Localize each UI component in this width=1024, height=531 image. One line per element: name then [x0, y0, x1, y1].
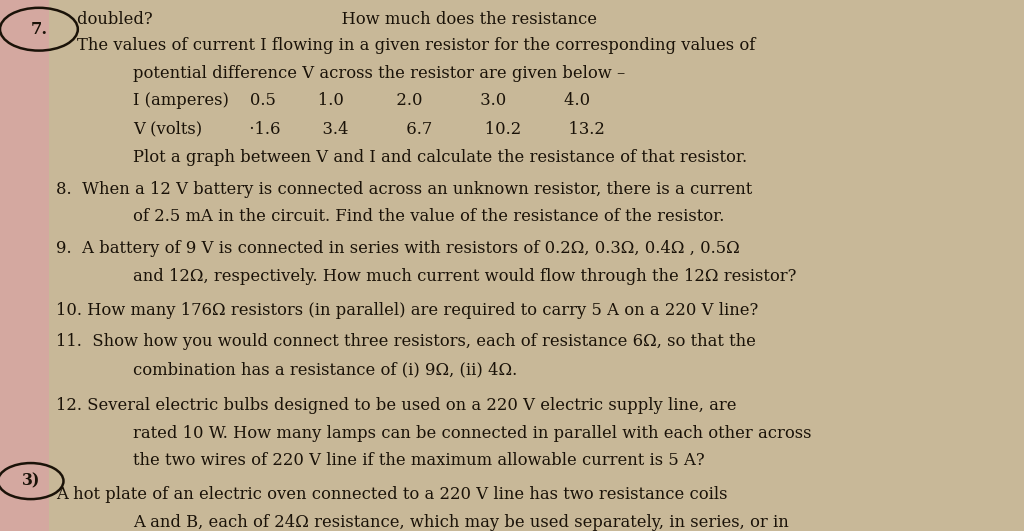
- Text: V (volts)         ·1.6        3.4           6.7          10.2         13.2: V (volts) ·1.6 3.4 6.7 10.2 13.2: [133, 120, 605, 137]
- Text: 11.  Show how you would connect three resistors, each of resistance 6Ω, so that : 11. Show how you would connect three res…: [56, 333, 756, 350]
- Text: 9.  A battery of 9 V is connected in series with resistors of 0.2Ω, 0.3Ω, 0.4Ω ,: 9. A battery of 9 V is connected in seri…: [56, 240, 740, 257]
- Text: 8.  When a 12 V battery is connected across an unknown resistor, there is a curr: 8. When a 12 V battery is connected acro…: [56, 181, 753, 198]
- Text: 10. How many 176Ω resistors (in parallel) are required to carry 5 A on a 220 V l: 10. How many 176Ω resistors (in parallel…: [56, 302, 759, 319]
- Text: doubled?                                    How much does the resistance: doubled? How much does the resistance: [77, 11, 597, 28]
- Text: the two wires of 220 V line if the maximum allowable current is 5 A?: the two wires of 220 V line if the maxim…: [133, 452, 705, 469]
- Text: combination has a resistance of (i) 9Ω, (ii) 4Ω.: combination has a resistance of (i) 9Ω, …: [133, 361, 517, 378]
- Text: 12. Several electric bulbs designed to be used on a 220 V electric supply line, : 12. Several electric bulbs designed to b…: [56, 397, 737, 414]
- Text: 7.: 7.: [31, 21, 47, 38]
- Text: A hot plate of an electric oven connected to a 220 V line has two resistance coi: A hot plate of an electric oven connecte…: [56, 486, 728, 503]
- Text: of 2.5 mA in the circuit. Find the value of the resistance of the resistor.: of 2.5 mA in the circuit. Find the value…: [133, 208, 725, 225]
- Text: and 12Ω, respectively. How much current would flow through the 12Ω resistor?: and 12Ω, respectively. How much current …: [133, 268, 797, 285]
- Text: 3): 3): [22, 473, 40, 490]
- Text: Plot a graph between V and I and calculate the resistance of that resistor.: Plot a graph between V and I and calcula…: [133, 149, 748, 166]
- Text: potential difference V across the resistor are given below –: potential difference V across the resist…: [133, 65, 626, 82]
- Text: A and B, each of 24Ω resistance, which may be used separately, in series, or in: A and B, each of 24Ω resistance, which m…: [133, 514, 788, 531]
- Text: rated 10 W. How many lamps can be connected in parallel with each other across: rated 10 W. How many lamps can be connec…: [133, 425, 812, 442]
- Bar: [0, 0, 49, 531]
- Text: I (amperes)    0.5        1.0          2.0           3.0           4.0: I (amperes) 0.5 1.0 2.0 3.0 4.0: [133, 92, 590, 109]
- Text: The values of current I flowing in a given resistor for the corresponding values: The values of current I flowing in a giv…: [77, 37, 755, 54]
